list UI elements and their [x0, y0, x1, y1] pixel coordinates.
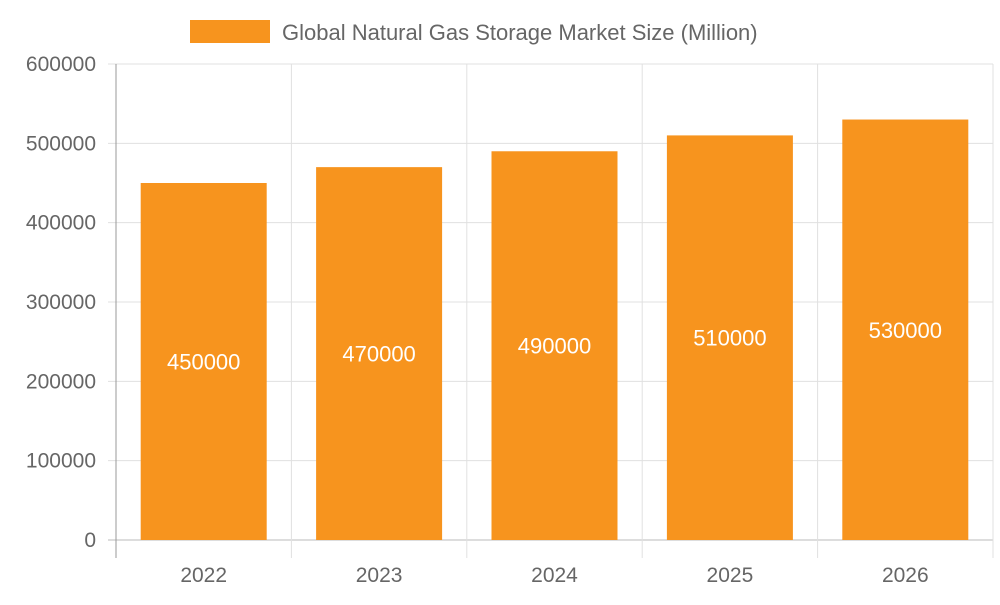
axes: 0 100000 200000 300000 400000 500000 600000 202… [26, 53, 929, 587]
x-tick-label: 2023 [356, 564, 403, 587]
x-tick-label: 2022 [180, 564, 227, 587]
bars: 450000 470000 490000 510000 530000 [140, 119, 969, 541]
legend-label: Global Natural Gas Storage Market Size (… [282, 20, 758, 45]
y-tick-label: 200000 [26, 370, 96, 393]
bar [316, 167, 443, 540]
bar [140, 183, 267, 540]
y-tick-label: 600000 [26, 53, 96, 76]
data-label: 450000 [167, 350, 240, 375]
data-label: 530000 [869, 318, 942, 343]
legend[interactable]: Global Natural Gas Storage Market Size (… [190, 20, 758, 45]
y-tick-label: 300000 [26, 291, 96, 314]
x-tick-label: 2025 [707, 564, 754, 587]
bar [842, 119, 969, 541]
x-tick-label: 2024 [531, 564, 578, 587]
data-label: 510000 [693, 326, 766, 351]
y-tick-label: 400000 [26, 212, 96, 235]
y-tick-label: 500000 [26, 132, 96, 155]
legend-swatch [190, 20, 270, 43]
data-label: 490000 [518, 334, 591, 359]
y-tick-label: 0 [84, 529, 96, 552]
bar [491, 151, 618, 540]
y-tick-label: 100000 [26, 450, 96, 473]
x-tick-label: 2026 [882, 564, 929, 587]
bar [666, 135, 793, 540]
data-label: 470000 [342, 342, 415, 367]
